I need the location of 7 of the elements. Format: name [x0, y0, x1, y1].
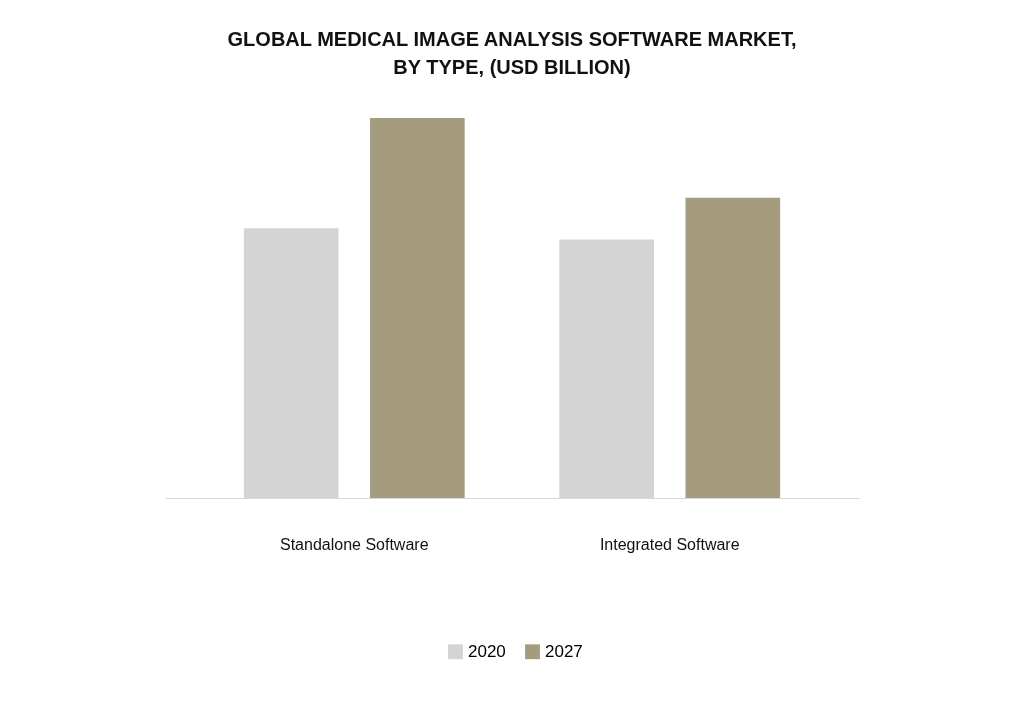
- x-tick-label: Standalone Software: [280, 535, 429, 553]
- legend-label: 2020: [468, 641, 506, 661]
- bar: [685, 197, 781, 498]
- bar: [370, 118, 465, 498]
- legend-label: 2027: [545, 641, 583, 661]
- x-tick-label: Integrated Software: [599, 535, 740, 553]
- chart-title: GLOBAL MEDICAL IMAGE ANALYSIS SOFTWARE MARKET, BY TYPE, (USD BILLION): [227, 28, 797, 78]
